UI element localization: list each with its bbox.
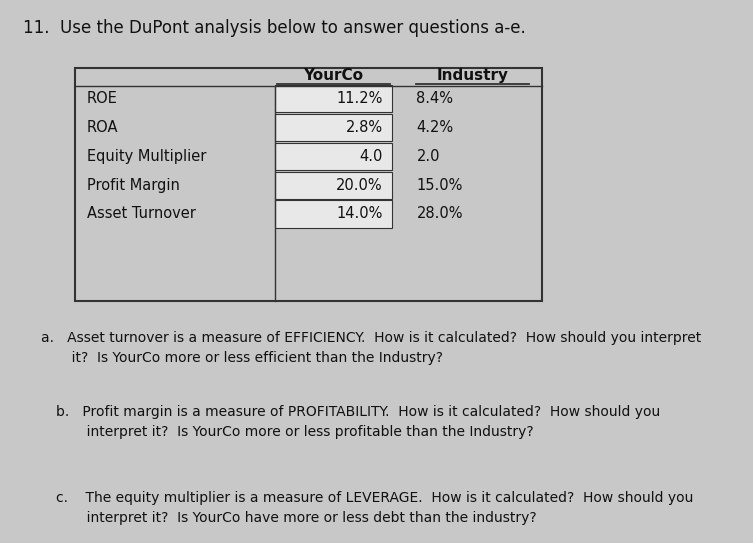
- Text: 11.  Use the DuPont analysis below to answer questions a-e.: 11. Use the DuPont analysis below to ans…: [23, 19, 526, 37]
- Text: Industry: Industry: [437, 68, 508, 83]
- FancyBboxPatch shape: [275, 172, 392, 199]
- Text: 11.2%: 11.2%: [336, 91, 383, 106]
- Text: ROA: ROA: [87, 120, 118, 135]
- Text: Equity Multiplier: Equity Multiplier: [87, 149, 206, 164]
- Text: YourCo: YourCo: [303, 68, 363, 83]
- Text: b.   Profit margin is a measure of PROFITABILITY.  How is it calculated?  How sh: b. Profit margin is a measure of PROFITA…: [56, 405, 660, 439]
- FancyBboxPatch shape: [275, 114, 392, 141]
- FancyBboxPatch shape: [275, 85, 392, 112]
- Text: a.   Asset turnover is a measure of EFFICIENCY.  How is it calculated?  How shou: a. Asset turnover is a measure of EFFICI…: [41, 331, 702, 365]
- Text: Asset Turnover: Asset Turnover: [87, 206, 196, 222]
- Text: 2.0: 2.0: [416, 149, 440, 164]
- Text: Profit Margin: Profit Margin: [87, 178, 179, 193]
- Text: 14.0%: 14.0%: [336, 206, 383, 222]
- Text: 2.8%: 2.8%: [346, 120, 383, 135]
- FancyBboxPatch shape: [275, 143, 392, 170]
- FancyBboxPatch shape: [275, 200, 392, 228]
- Text: 4.2%: 4.2%: [416, 120, 453, 135]
- Text: c.    The equity multiplier is a measure of LEVERAGE.  How is it calculated?  Ho: c. The equity multiplier is a measure of…: [56, 491, 694, 526]
- Text: 8.4%: 8.4%: [416, 91, 453, 106]
- Text: 4.0: 4.0: [359, 149, 383, 164]
- Text: 15.0%: 15.0%: [416, 178, 463, 193]
- Text: 28.0%: 28.0%: [416, 206, 463, 222]
- Text: 20.0%: 20.0%: [336, 178, 383, 193]
- Text: ROE: ROE: [87, 91, 117, 106]
